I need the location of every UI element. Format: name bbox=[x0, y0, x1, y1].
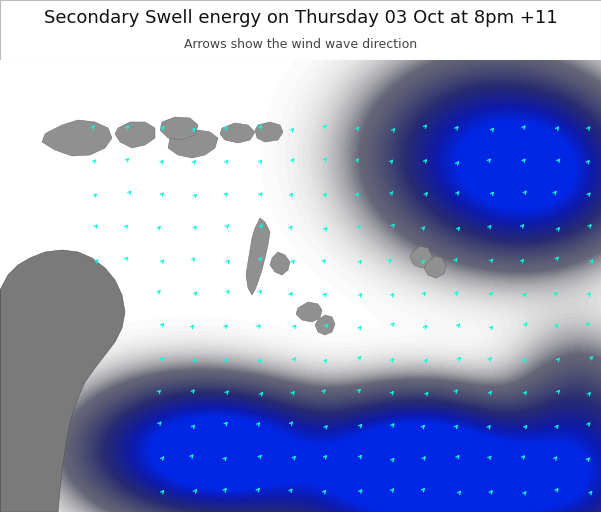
Text: Secondary Swell energy on Thursday 03 Oct at 8pm +11: Secondary Swell energy on Thursday 03 Oc… bbox=[44, 9, 557, 27]
Polygon shape bbox=[255, 122, 283, 142]
Polygon shape bbox=[168, 130, 218, 158]
Polygon shape bbox=[296, 302, 322, 322]
Polygon shape bbox=[160, 117, 198, 140]
Polygon shape bbox=[315, 315, 335, 335]
Polygon shape bbox=[270, 252, 290, 275]
Polygon shape bbox=[410, 246, 432, 268]
Polygon shape bbox=[220, 123, 255, 143]
Polygon shape bbox=[246, 218, 270, 295]
Polygon shape bbox=[42, 120, 112, 156]
Polygon shape bbox=[424, 256, 446, 278]
Polygon shape bbox=[0, 250, 125, 512]
Polygon shape bbox=[115, 122, 155, 148]
Text: Arrows show the wind wave direction: Arrows show the wind wave direction bbox=[184, 38, 417, 51]
